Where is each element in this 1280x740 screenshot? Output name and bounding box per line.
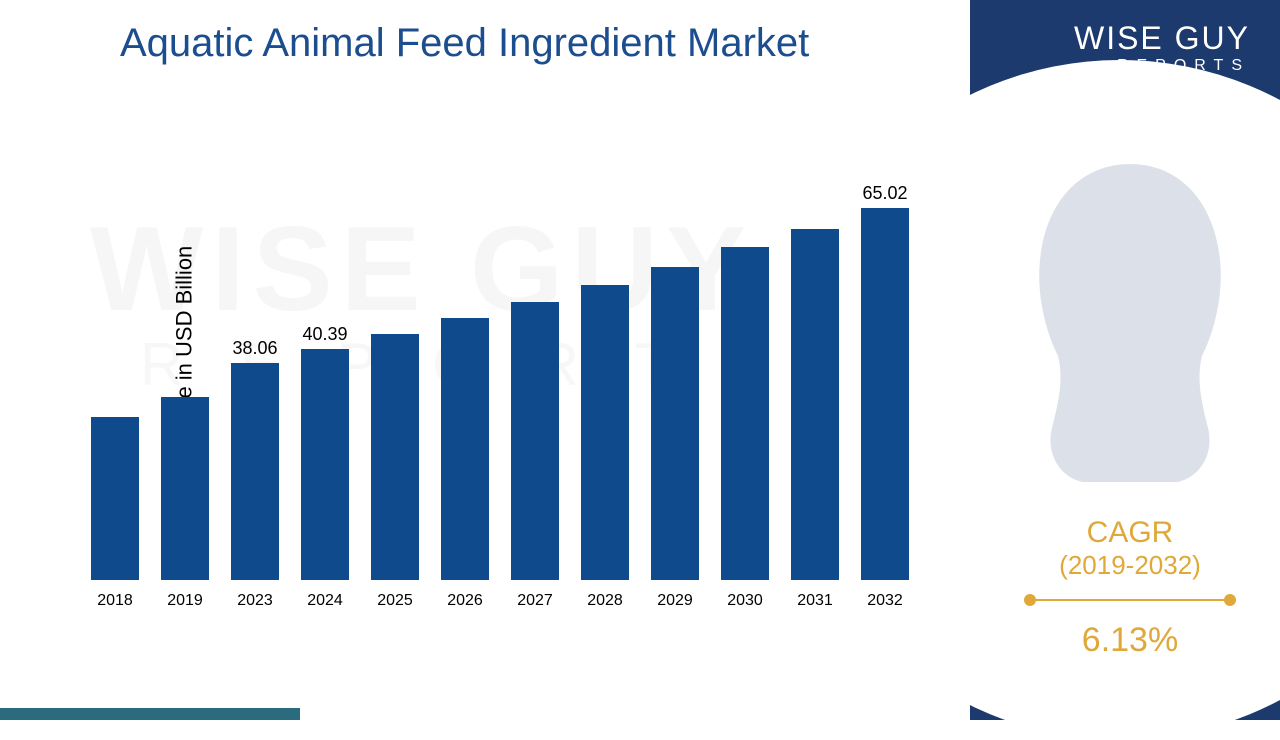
bar-value-label: 40.39: [302, 324, 347, 345]
bar: [511, 302, 559, 580]
head-silhouette-icon: [1010, 140, 1250, 500]
logo-sub-text: REPORTS: [1074, 57, 1250, 75]
bar: [91, 417, 139, 580]
bar-group: [435, 314, 495, 580]
x-axis-label: 2019: [155, 592, 215, 610]
cagr-value: 6.13%: [1030, 621, 1230, 660]
bar: [371, 334, 419, 580]
x-axis-label: 2030: [715, 592, 775, 610]
logo-main-text: WISE GUY: [1074, 20, 1250, 57]
bar-group: [505, 298, 565, 580]
x-axis-labels: 2018 2019 2023 2024 2025 2026 2027 2028 2029 2030…: [85, 592, 915, 610]
bar-group: [155, 393, 215, 580]
bar: [791, 229, 839, 580]
cagr-period: (2019-2032): [1030, 550, 1230, 581]
x-axis-label: 2032: [855, 592, 915, 610]
cagr-title: CAGR: [1030, 516, 1230, 550]
bar: [231, 363, 279, 580]
x-axis-label: 2026: [435, 592, 495, 610]
bar: [651, 267, 699, 580]
bar-group: [365, 330, 425, 580]
bar-group: 65.02: [855, 183, 915, 580]
x-axis-label: 2025: [365, 592, 425, 610]
x-axis-label: 2031: [785, 592, 845, 610]
x-axis-label: 2024: [295, 592, 355, 610]
bar: [721, 247, 769, 580]
bar-group: [715, 243, 775, 580]
bar-chart: Market Value in USD Billion 38.0640.3965…: [85, 150, 915, 610]
bar: [861, 208, 909, 580]
x-axis-label: 2027: [505, 592, 565, 610]
x-axis-label: 2018: [85, 592, 145, 610]
bar: [161, 397, 209, 580]
bar-group: [645, 263, 705, 580]
cagr-info-box: CAGR (2019-2032) 6.13%: [1030, 516, 1230, 660]
bar-group: [85, 413, 145, 580]
cagr-divider-line: [1030, 599, 1230, 601]
bar-value-label: 65.02: [862, 183, 907, 204]
x-axis-label: 2028: [575, 592, 635, 610]
bars-container: 38.06 40.39 65.02: [85, 160, 915, 580]
x-axis-label: 2023: [225, 592, 285, 610]
bar-group: [785, 225, 845, 580]
bar: [581, 285, 629, 580]
brand-logo: WISE GUY REPORTS: [1074, 20, 1250, 75]
bar: [301, 349, 349, 580]
bar-group: 40.39: [295, 324, 355, 580]
x-axis-label: 2029: [645, 592, 705, 610]
bar-group: [575, 281, 635, 580]
chart-title: Aquatic Animal Feed Ingredient Market: [120, 20, 809, 66]
bar-group: 38.06: [225, 338, 285, 580]
bar-value-label: 38.06: [232, 338, 277, 359]
bottom-accent-bar: [0, 708, 300, 720]
bar: [441, 318, 489, 580]
